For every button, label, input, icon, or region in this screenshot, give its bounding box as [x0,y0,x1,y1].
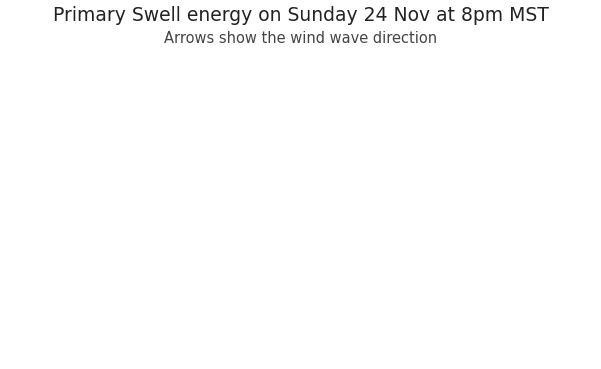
Text: Primary Swell energy on Sunday 24 Nov at 8pm MST: Primary Swell energy on Sunday 24 Nov at… [52,6,549,25]
Text: cartopy required: cartopy required [243,203,358,217]
Text: Arrows show the wind wave direction: Arrows show the wind wave direction [164,31,437,46]
